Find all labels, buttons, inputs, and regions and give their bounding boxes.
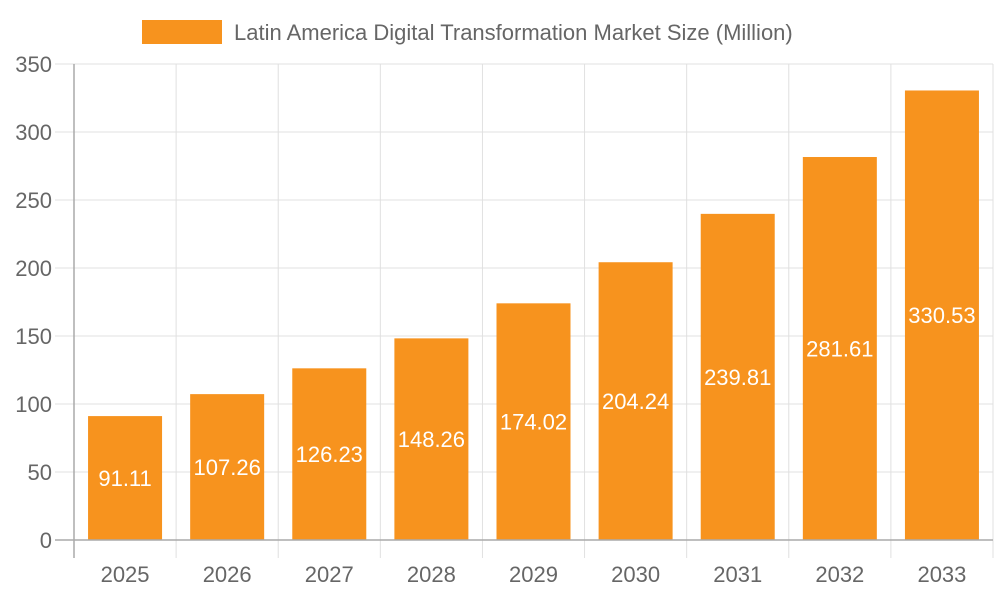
x-tick-label: 2027 <box>305 562 354 587</box>
data-label: 91.11 <box>98 466 151 491</box>
bar-2028[interactable] <box>394 338 469 540</box>
bar-2033[interactable] <box>904 90 979 541</box>
x-tick-label: 2030 <box>611 562 660 587</box>
data-label: 204.24 <box>602 389 669 414</box>
y-tick-label: 250 <box>15 188 52 213</box>
bar-2031[interactable] <box>700 213 775 540</box>
axes: 0 50 100 150 200 250 300 350 2025 2026 2027 2028 202… <box>15 52 993 587</box>
x-tick-label: 2031 <box>713 562 762 587</box>
legend[interactable]: Latin America Digital Transformation Mar… <box>142 20 793 45</box>
y-tick-label: 50 <box>28 460 52 485</box>
y-tick-label: 150 <box>15 324 52 349</box>
bar-2027[interactable] <box>292 368 367 540</box>
x-tick-label: 2029 <box>509 562 558 587</box>
y-tick-label: 350 <box>15 52 52 77</box>
bar-2030[interactable] <box>598 262 673 540</box>
x-tick-label: 2032 <box>815 562 864 587</box>
data-label: 281.61 <box>806 337 873 362</box>
y-tick-label: 300 <box>15 120 52 145</box>
data-label: 107.26 <box>194 455 261 480</box>
bars: 91.11 107.26 126.23 148.26 174.02 204.24 239.8… <box>88 90 979 541</box>
data-label: 330.53 <box>908 303 975 328</box>
data-label: 174.02 <box>500 410 567 435</box>
legend-swatch <box>142 20 222 44</box>
bar-2026[interactable] <box>190 394 265 540</box>
data-label: 148.26 <box>398 427 465 452</box>
y-tick-label: 0 <box>40 528 52 553</box>
grid <box>55 63 994 558</box>
y-tick-label: 100 <box>15 392 52 417</box>
x-tick-label: 2028 <box>407 562 456 587</box>
x-tick-label: 2025 <box>101 562 150 587</box>
x-tick-label: 2033 <box>917 562 966 587</box>
data-label: 126.23 <box>296 442 363 467</box>
bar-2032[interactable] <box>802 157 877 540</box>
bar-2029[interactable] <box>496 303 571 540</box>
legend-label: Latin America Digital Transformation Mar… <box>234 20 793 45</box>
x-tick-label: 2026 <box>203 562 252 587</box>
bar-2025[interactable] <box>88 416 163 540</box>
y-tick-label: 200 <box>15 256 52 281</box>
data-label: 239.81 <box>704 365 771 390</box>
